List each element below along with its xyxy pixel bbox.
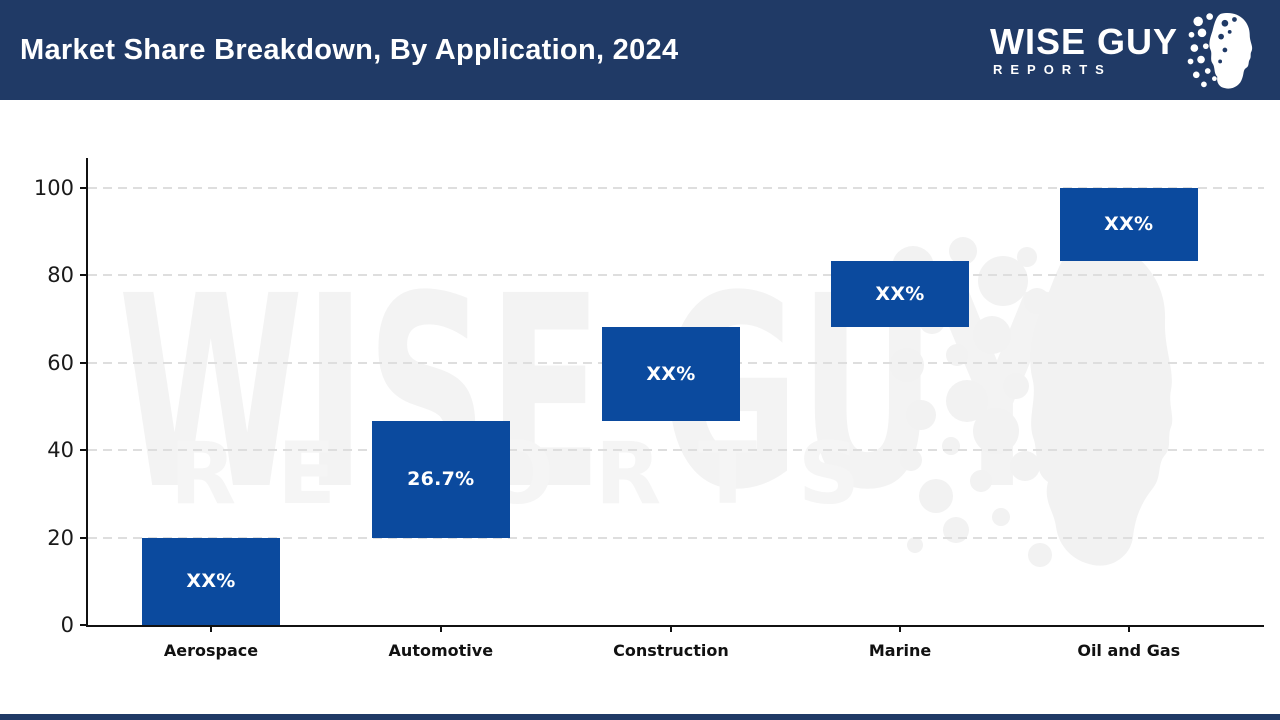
- y-tick-label-0: 0: [60, 613, 74, 637]
- x-tick-1: [439, 625, 442, 632]
- x-tick-0: [210, 625, 212, 632]
- y-tick-label-100: 100: [33, 175, 74, 200]
- bar-automotive: 26.7%: [371, 420, 510, 538]
- brand-face-icon: [1187, 12, 1253, 89]
- bar-value-label: XX%: [186, 570, 236, 593]
- x-tick-label-marine: Marine: [868, 641, 932, 660]
- y-tick-100: [80, 186, 88, 189]
- x-tick-3: [899, 625, 902, 632]
- y-tick-label-20: 20: [47, 525, 74, 550]
- plot-area: 0 20 40 60 80 100 XX% Aerospace 26.7% Automotive X…: [34, 158, 1264, 660]
- bar-value-label: XX%: [1104, 213, 1154, 236]
- bar-oil-and-gas: XX%: [1059, 187, 1198, 261]
- bar-aerospace: XX%: [142, 537, 280, 625]
- x-tick-2: [669, 625, 672, 632]
- y-tick-label-40: 40: [47, 438, 74, 462]
- brand-name: WISE GUY: [989, 21, 1178, 62]
- x-axis-line: [86, 625, 1264, 627]
- bar-construction: XX%: [601, 326, 740, 421]
- brand-logo-text: WISE GUY REPORTS: [989, 21, 1178, 77]
- y-tick-20: [80, 536, 88, 539]
- gridline-100: [88, 186, 1264, 189]
- x-tick-4: [1127, 625, 1130, 632]
- y-tick-40: [80, 449, 88, 451]
- x-tick-label-aerospace: Aerospace: [163, 641, 259, 660]
- bar-value-label: XX%: [646, 362, 696, 385]
- y-tick-80: [80, 274, 88, 276]
- bar-value-label: XX%: [875, 282, 925, 305]
- bar-value-label: 26.7%: [407, 468, 475, 491]
- brand-subtitle: REPORTS: [992, 62, 1112, 77]
- header-bar: Market Share Breakdown, By Application, …: [0, 0, 1280, 100]
- x-tick-label-automotive: Automotive: [388, 641, 494, 660]
- page-title: Market Share Breakdown, By Application, …: [20, 33, 679, 66]
- footer-bar: [0, 714, 1280, 720]
- y-tick-60: [80, 361, 88, 364]
- y-tick-0: [80, 624, 88, 626]
- gridline-80: [88, 274, 1264, 276]
- y-axis-line: [86, 158, 88, 625]
- y-tick-label-80: 80: [47, 263, 74, 287]
- gridline-40: [88, 449, 1264, 451]
- x-tick-label-construction: Construction: [613, 641, 729, 660]
- bar-marine: XX%: [831, 260, 970, 327]
- y-tick-label-60: 60: [47, 350, 74, 375]
- gridline-20: [88, 536, 1264, 539]
- x-tick-label-oil-and-gas: Oil and Gas: [1077, 641, 1181, 660]
- brand-logo: WISE GUY REPORTS: [990, 8, 1262, 92]
